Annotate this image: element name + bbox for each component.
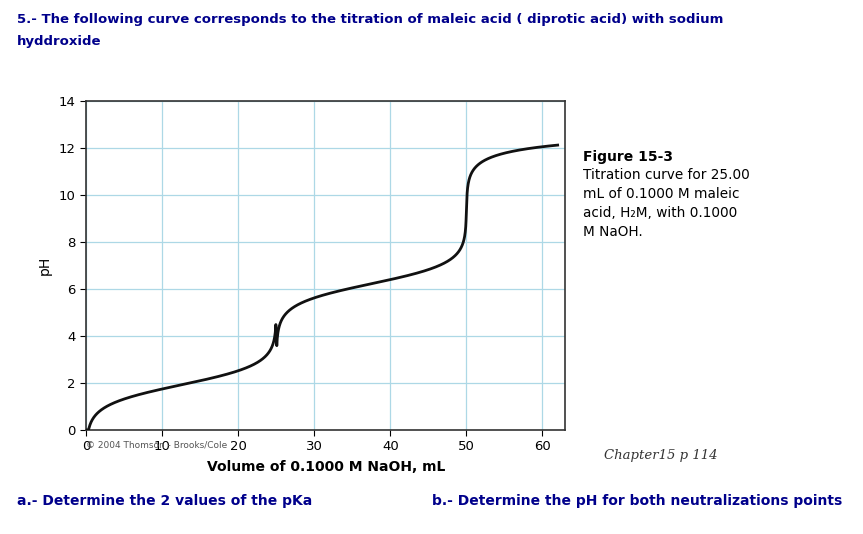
- Text: Figure 15-3: Figure 15-3: [583, 150, 672, 163]
- Text: hyddroxide: hyddroxide: [17, 35, 102, 48]
- Text: a.- Determine the 2 values of the pKa: a.- Determine the 2 values of the pKa: [17, 494, 312, 508]
- Text: Chapter15 p 114: Chapter15 p 114: [604, 449, 718, 461]
- Text: 5.- The following curve corresponds to the titration of maleic acid ( diprotic a: 5.- The following curve corresponds to t…: [17, 13, 724, 26]
- Text: Titration curve for 25.00
mL of 0.1000 M maleic
acid, H₂M, with 0.1000
M NaOH.: Titration curve for 25.00 mL of 0.1000 M…: [583, 168, 749, 239]
- Y-axis label: pH: pH: [38, 256, 52, 276]
- Text: b.- Determine the pH for both neutralizations points: b.- Determine the pH for both neutraliza…: [432, 494, 841, 508]
- X-axis label: Volume of 0.1000 M NaOH, mL: Volume of 0.1000 M NaOH, mL: [206, 460, 445, 474]
- Text: © 2004 Thomson - Brooks/Cole: © 2004 Thomson - Brooks/Cole: [86, 441, 228, 450]
